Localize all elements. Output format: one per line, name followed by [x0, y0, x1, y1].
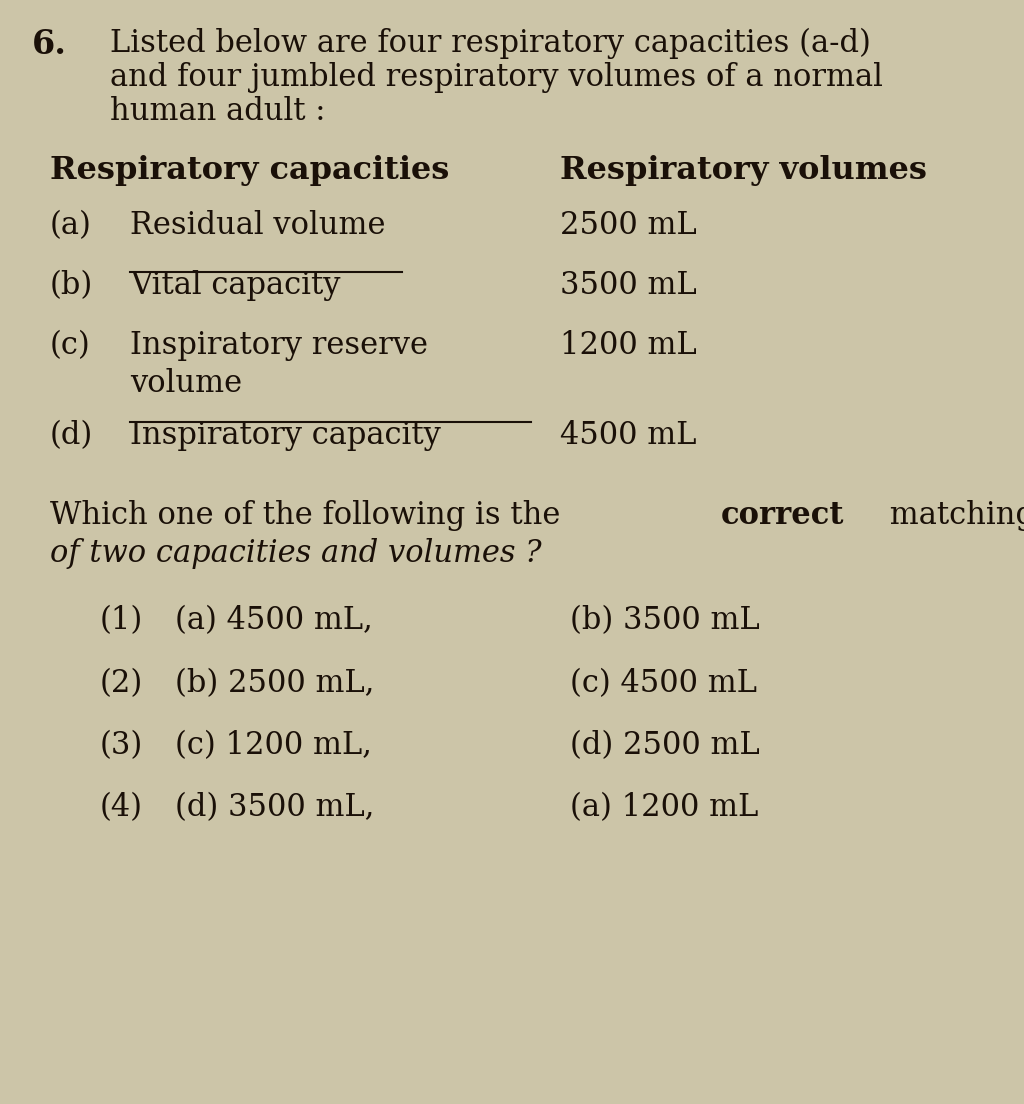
Text: Listed below are four respiratory capacities (a-d): Listed below are four respiratory capaci…	[110, 28, 870, 60]
Text: (b) 3500 mL: (b) 3500 mL	[570, 605, 760, 636]
Text: 2500 mL: 2500 mL	[560, 210, 696, 241]
Text: Vital capacity: Vital capacity	[130, 270, 341, 301]
Text: volume: volume	[130, 368, 242, 399]
Text: (b) 2500 mL,: (b) 2500 mL,	[175, 668, 375, 699]
Text: (a) 1200 mL: (a) 1200 mL	[570, 792, 759, 822]
Text: Respiratory volumes: Respiratory volumes	[560, 155, 927, 185]
Text: (c) 1200 mL,: (c) 1200 mL,	[175, 730, 372, 761]
Text: (b): (b)	[50, 270, 93, 301]
Text: of two capacities and volumes ?: of two capacities and volumes ?	[50, 538, 542, 569]
Text: Respiratory capacities: Respiratory capacities	[50, 155, 450, 185]
Text: and four jumbled respiratory volumes of a normal: and four jumbled respiratory volumes of …	[110, 62, 883, 93]
Text: (4): (4)	[100, 792, 143, 822]
Text: Inspiratory reserve: Inspiratory reserve	[130, 330, 428, 361]
Text: (d) 3500 mL,: (d) 3500 mL,	[175, 792, 375, 822]
Text: correct: correct	[721, 500, 845, 531]
Text: 3500 mL: 3500 mL	[560, 270, 696, 301]
Text: (2): (2)	[100, 668, 143, 699]
Text: matching: matching	[881, 500, 1024, 531]
Text: human adult :: human adult :	[110, 96, 326, 127]
Text: (c): (c)	[50, 330, 91, 361]
Text: (d) 2500 mL: (d) 2500 mL	[570, 730, 760, 761]
Text: 1200 mL: 1200 mL	[560, 330, 696, 361]
Text: (c) 4500 mL: (c) 4500 mL	[570, 668, 757, 699]
Text: Residual volume: Residual volume	[130, 210, 385, 241]
Text: Which one of the following is the: Which one of the following is the	[50, 500, 570, 531]
Text: Inspiratory capacity: Inspiratory capacity	[130, 420, 441, 452]
Text: (a) 4500 mL,: (a) 4500 mL,	[175, 605, 373, 636]
Text: (3): (3)	[100, 730, 143, 761]
Text: (1): (1)	[100, 605, 143, 636]
Text: (d): (d)	[50, 420, 93, 452]
Text: 4500 mL: 4500 mL	[560, 420, 696, 452]
Text: (a): (a)	[50, 210, 92, 241]
Text: 6.: 6.	[32, 28, 67, 61]
